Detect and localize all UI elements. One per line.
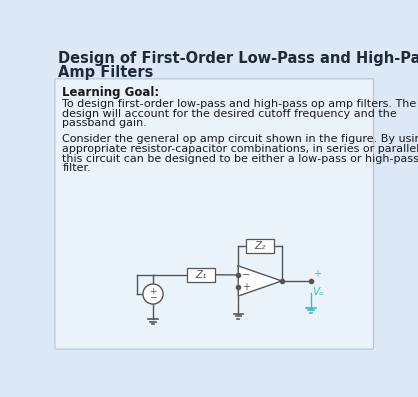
Text: filter.: filter. — [62, 163, 91, 173]
FancyBboxPatch shape — [187, 268, 215, 282]
Text: Consider the general op amp circuit shown in the figure. By using: Consider the general op amp circuit show… — [62, 134, 418, 144]
FancyBboxPatch shape — [246, 239, 274, 253]
Text: design will account for the desired cutoff frequency and the: design will account for the desired cuto… — [62, 109, 397, 119]
Text: Design of First-Order Low-Pass and High-Pass Op: Design of First-Order Low-Pass and High-… — [58, 52, 418, 66]
Text: Z₁: Z₁ — [196, 270, 206, 280]
Polygon shape — [238, 266, 282, 296]
Text: Vₒ: Vₒ — [313, 287, 324, 297]
Text: +: + — [242, 282, 250, 292]
Text: appropriate resistor-capacitor combinations, in series or parallel,: appropriate resistor-capacitor combinati… — [62, 144, 418, 154]
Text: passband gain.: passband gain. — [62, 118, 147, 129]
Text: this circuit can be designed to be either a low-pass or high-pass: this circuit can be designed to be eithe… — [62, 154, 418, 164]
Text: Learning Goal:: Learning Goal: — [62, 86, 160, 99]
Text: +: + — [149, 287, 157, 296]
Text: Z₂: Z₂ — [254, 241, 265, 251]
Text: To design first-order low-pass and high-pass op amp filters. The: To design first-order low-pass and high-… — [62, 99, 417, 109]
Circle shape — [143, 284, 163, 304]
Text: Amp Filters: Amp Filters — [58, 65, 153, 79]
FancyBboxPatch shape — [55, 79, 374, 349]
Text: −: − — [242, 270, 250, 280]
Text: −: − — [149, 293, 157, 302]
Text: +: + — [313, 269, 321, 279]
